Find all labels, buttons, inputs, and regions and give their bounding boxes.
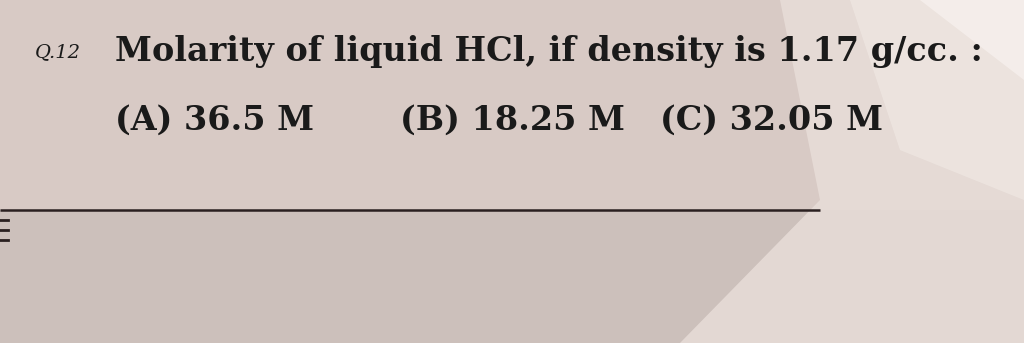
Polygon shape (920, 0, 1024, 80)
Text: (B) 18.25 M: (B) 18.25 M (400, 104, 625, 137)
Text: (A) 36.5 M: (A) 36.5 M (115, 104, 314, 137)
Polygon shape (680, 0, 1024, 343)
Polygon shape (850, 0, 1024, 200)
Text: Q.12: Q.12 (35, 43, 81, 61)
Bar (0, 210, 1024, 343)
Text: Molarity of liquid HCl, if density is 1.17 g/cc. :: Molarity of liquid HCl, if density is 1.… (115, 35, 983, 69)
Text: (C) 32.05 M: (C) 32.05 M (660, 104, 883, 137)
Bar (0, 0, 1024, 210)
